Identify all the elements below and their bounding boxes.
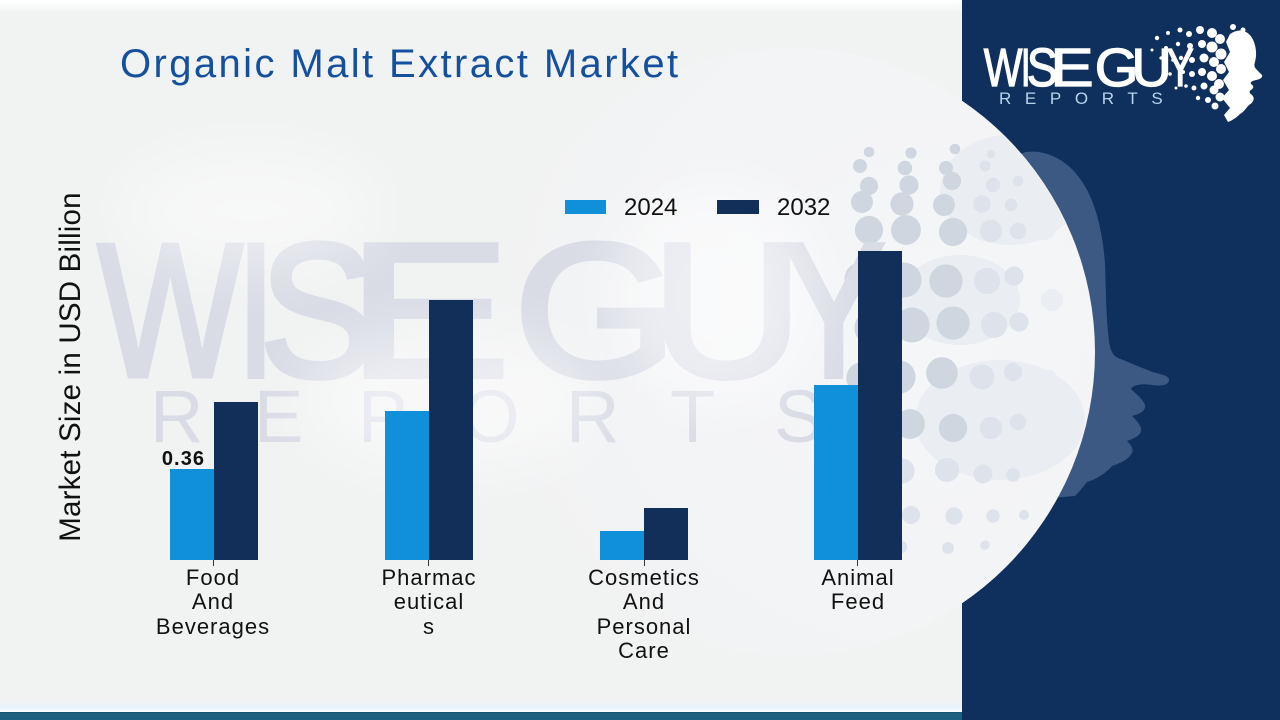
svg-text:I: I xyxy=(237,204,274,417)
svg-text:W: W xyxy=(98,204,243,416)
svg-text:E: E xyxy=(1050,37,1093,97)
svg-text:E: E xyxy=(254,375,303,458)
svg-text:W: W xyxy=(984,39,1023,99)
svg-text:I: I xyxy=(1021,38,1031,98)
svg-text:R: R xyxy=(150,375,203,458)
svg-text:REPORTS: REPORTS xyxy=(999,89,1179,108)
svg-text:G: G xyxy=(1095,37,1139,98)
svg-text:S: S xyxy=(1027,37,1058,98)
